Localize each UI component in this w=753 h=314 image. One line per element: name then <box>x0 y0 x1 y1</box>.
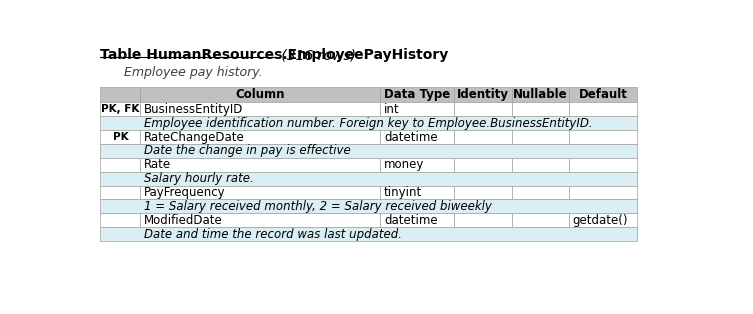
Text: PK, FK: PK, FK <box>101 104 139 114</box>
Text: int: int <box>384 103 400 116</box>
Bar <box>455 87 511 102</box>
Bar <box>140 102 380 116</box>
Bar <box>511 130 569 144</box>
Text: PK: PK <box>112 132 128 142</box>
Bar <box>100 158 140 172</box>
Text: Identity: Identity <box>457 88 509 101</box>
Bar <box>140 130 380 144</box>
Text: datetime: datetime <box>384 214 437 227</box>
Text: (316 rows): (316 rows) <box>277 48 356 62</box>
Bar <box>380 87 455 102</box>
Bar <box>140 213 380 227</box>
Text: Employee pay history.: Employee pay history. <box>123 66 262 79</box>
Bar <box>100 172 637 186</box>
Bar <box>100 227 637 241</box>
Text: PayFrequency: PayFrequency <box>144 186 226 199</box>
Bar <box>511 186 569 199</box>
Bar <box>100 199 637 213</box>
Text: Nullable: Nullable <box>513 88 568 101</box>
Bar <box>100 116 637 130</box>
Bar <box>511 213 569 227</box>
Bar <box>140 158 380 172</box>
Bar <box>100 102 140 116</box>
Bar <box>511 87 569 102</box>
Bar <box>100 87 140 102</box>
Text: ModifiedDate: ModifiedDate <box>144 214 223 227</box>
Text: Default: Default <box>578 88 627 101</box>
Text: tinyint: tinyint <box>384 186 422 199</box>
Text: money: money <box>384 158 425 171</box>
Bar <box>380 130 455 144</box>
Bar <box>380 158 455 172</box>
Bar <box>100 144 637 158</box>
Bar <box>100 186 140 199</box>
Bar <box>455 186 511 199</box>
Bar <box>455 102 511 116</box>
Bar <box>455 213 511 227</box>
Text: Salary hourly rate.: Salary hourly rate. <box>144 172 254 185</box>
Bar <box>569 87 637 102</box>
Text: Date the change in pay is effective: Date the change in pay is effective <box>144 144 351 157</box>
Bar <box>380 213 455 227</box>
Bar <box>380 102 455 116</box>
Bar <box>511 158 569 172</box>
Bar <box>380 186 455 199</box>
Bar <box>100 130 140 144</box>
Text: Rate: Rate <box>144 158 171 171</box>
Text: BusinessEntityID: BusinessEntityID <box>144 103 243 116</box>
Text: Date and time the record was last updated.: Date and time the record was last update… <box>144 228 402 241</box>
Bar <box>569 213 637 227</box>
Bar <box>569 186 637 199</box>
Text: Column: Column <box>236 88 285 101</box>
Bar <box>569 158 637 172</box>
Text: Employee identification number. Foreign key to Employee.BusinessEntityID.: Employee identification number. Foreign … <box>144 116 593 130</box>
Bar <box>140 87 380 102</box>
Bar <box>455 158 511 172</box>
Text: datetime: datetime <box>384 131 437 143</box>
Text: 1 = Salary received monthly, 2 = Salary received biweekly: 1 = Salary received monthly, 2 = Salary … <box>144 200 492 213</box>
Bar <box>569 102 637 116</box>
Bar <box>100 213 140 227</box>
Bar <box>569 130 637 144</box>
Bar <box>511 102 569 116</box>
Bar <box>140 186 380 199</box>
Text: RateChangeDate: RateChangeDate <box>144 131 245 143</box>
Bar <box>455 130 511 144</box>
Text: Data Type: Data Type <box>384 88 450 101</box>
Text: Table HumanResources.EmployeePayHistory: Table HumanResources.EmployeePayHistory <box>100 48 449 62</box>
Text: getdate(): getdate() <box>572 214 628 227</box>
